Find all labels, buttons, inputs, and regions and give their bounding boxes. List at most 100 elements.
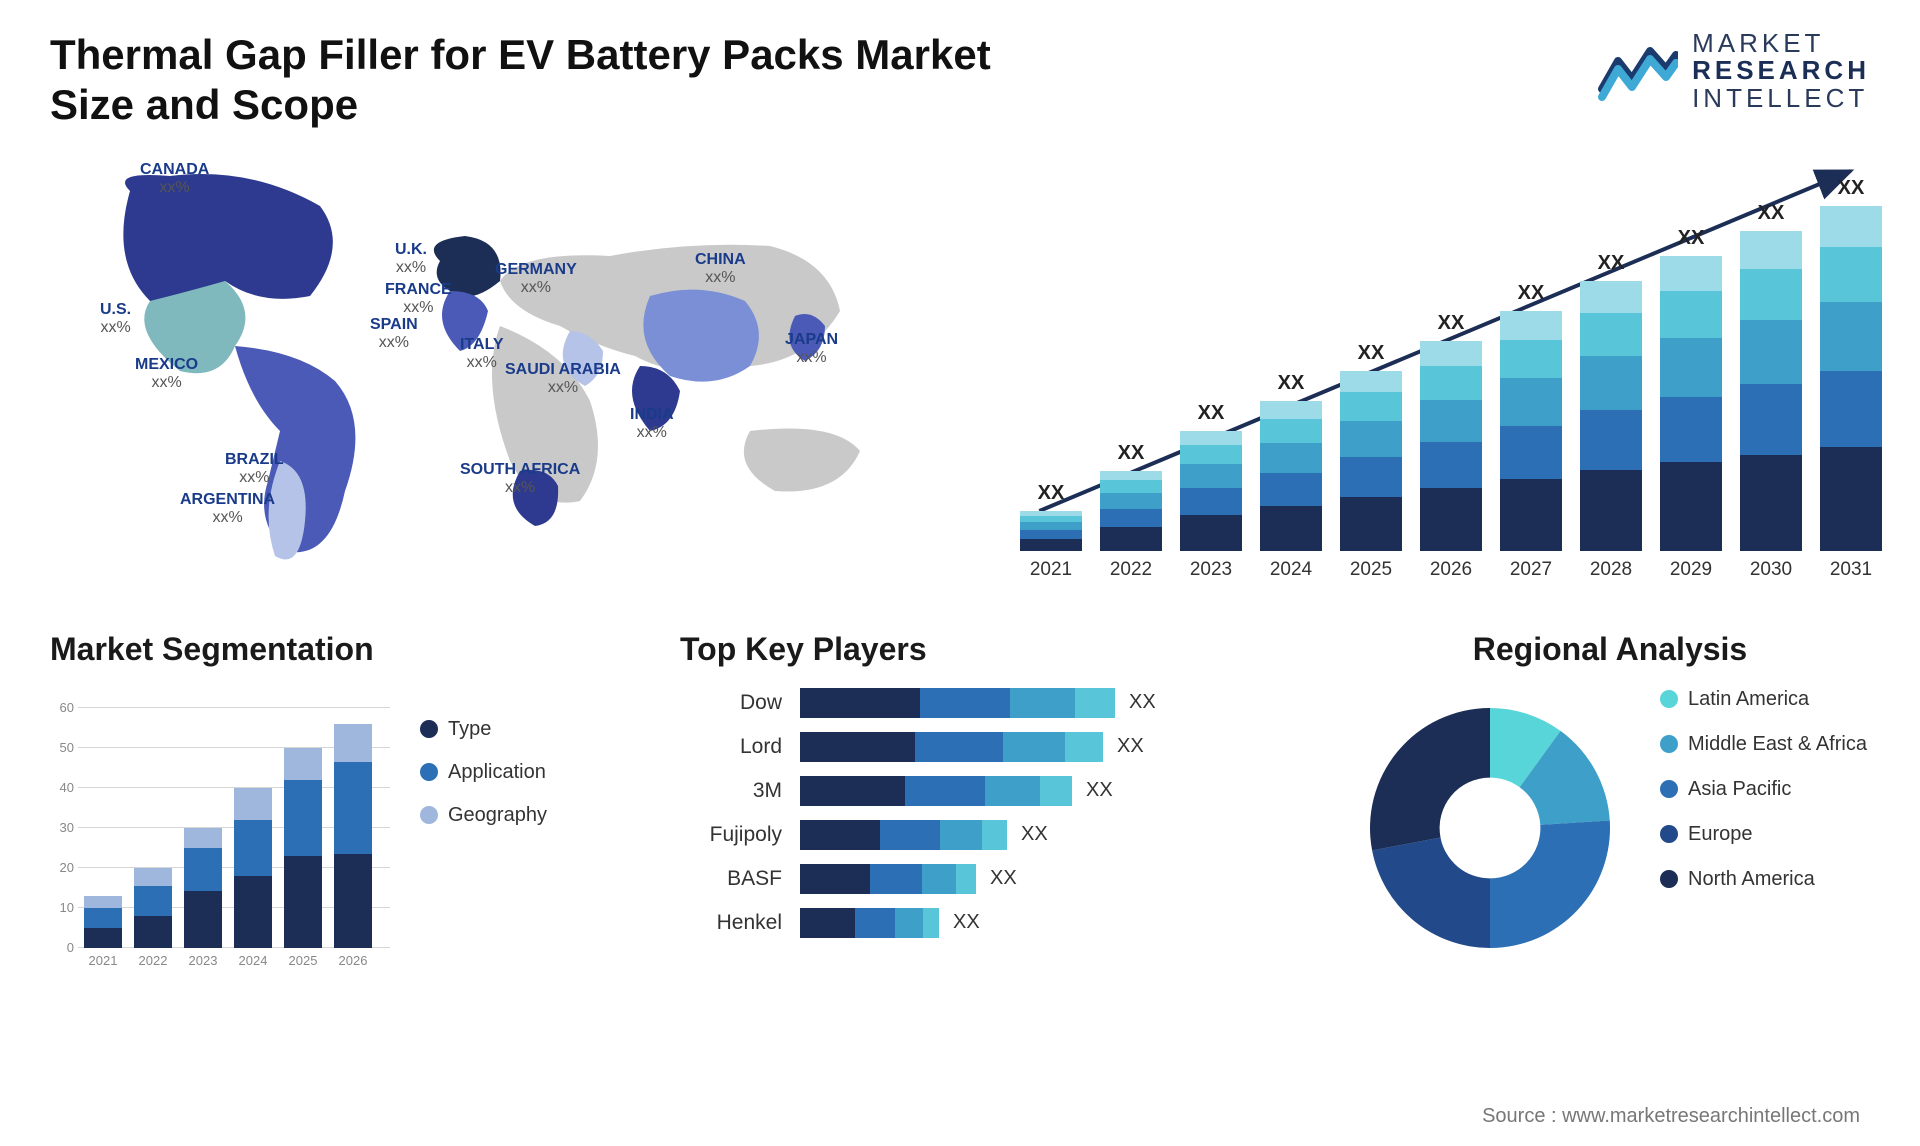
country-label-spain: SPAINxx% [370, 316, 418, 353]
seg-bar [84, 896, 122, 948]
regional-legend-item: Europe [1660, 823, 1867, 846]
main-bar [1580, 281, 1642, 551]
legend-dot-icon [1660, 870, 1678, 888]
seg-bar [334, 724, 372, 948]
main-bar [1180, 431, 1242, 551]
donut-slice [1490, 820, 1610, 948]
country-label-south-africa: SOUTH AFRICAxx% [460, 461, 580, 498]
main-bar-value-label: XX [1020, 482, 1082, 505]
country-label-brazil: BRAZILxx% [225, 451, 284, 488]
donut-slice [1370, 708, 1490, 850]
seg-x-label: 2024 [234, 953, 272, 968]
logo-line-2: RESEARCH [1692, 57, 1870, 84]
main-bar-x-label: 2031 [1820, 559, 1882, 581]
key-player-value: XX [953, 911, 980, 934]
main-bar [1500, 311, 1562, 551]
seg-grid-line [78, 707, 390, 708]
logo-line-3: INTELLECT [1692, 85, 1870, 112]
regional-legend-label: Latin America [1688, 688, 1809, 711]
seg-y-label: 0 [50, 940, 74, 955]
key-player-row: DowXX [680, 688, 1300, 718]
main-bar-x-label: 2027 [1500, 559, 1562, 581]
country-label-argentina: ARGENTINAxx% [180, 491, 275, 528]
legend-dot-icon [420, 720, 438, 738]
seg-y-label: 40 [50, 780, 74, 795]
country-label-france: FRANCExx% [385, 281, 452, 318]
regional-legend-item: Latin America [1660, 688, 1867, 711]
legend-dot-icon [420, 806, 438, 824]
regional-legend-item: North America [1660, 868, 1867, 891]
regional-legend-item: Middle East & Africa [1660, 733, 1867, 756]
seg-legend-item: Geography [420, 804, 547, 827]
page-title: Thermal Gap Filler for EV Battery Packs … [50, 30, 1000, 131]
segmentation-legend: Type Application Geography [420, 718, 547, 968]
seg-bar [234, 788, 272, 948]
key-player-bar [800, 688, 1115, 718]
legend-dot-icon [1660, 690, 1678, 708]
main-bar-value-label: XX [1420, 312, 1482, 335]
segmentation-chart: 0102030405060202120222023202420252026 [50, 688, 390, 968]
logo-line-1: MARKET [1692, 30, 1870, 57]
country-label-canada: CANADAxx% [140, 161, 209, 198]
country-label-u-k-: U.K.xx% [395, 241, 427, 278]
country-label-japan: JAPANxx% [785, 331, 838, 368]
key-player-row: 3MXX [680, 776, 1300, 806]
key-players-chart: DowXXLordXX3MXXFujipolyXXBASFXXHenkelXX [680, 688, 1300, 938]
main-bar [1100, 471, 1162, 551]
seg-y-label: 20 [50, 860, 74, 875]
regional-legend-label: Middle East & Africa [1688, 733, 1867, 756]
seg-legend-label: Geography [448, 804, 547, 827]
main-bar-value-label: XX [1100, 442, 1162, 465]
regional-legend: Latin America Middle East & Africa Asia Pa… [1660, 688, 1867, 891]
seg-bar [284, 748, 322, 948]
key-player-name: Lord [680, 735, 800, 759]
main-bar-value-label: XX [1500, 282, 1562, 305]
main-bar-x-label: 2024 [1260, 559, 1322, 581]
key-player-row: FujipolyXX [680, 820, 1300, 850]
key-player-bar [800, 820, 1007, 850]
key-player-name: BASF [680, 867, 800, 891]
main-bar-x-label: 2030 [1740, 559, 1802, 581]
key-player-name: 3M [680, 779, 800, 803]
key-player-value: XX [1021, 823, 1048, 846]
key-player-name: Henkel [680, 911, 800, 935]
main-bar-value-label: XX [1740, 202, 1802, 225]
main-bar-x-label: 2026 [1420, 559, 1482, 581]
seg-y-label: 50 [50, 740, 74, 755]
regional-donut-chart [1350, 688, 1630, 968]
seg-y-label: 10 [50, 900, 74, 915]
key-player-name: Dow [680, 691, 800, 715]
seg-legend-label: Type [448, 718, 491, 741]
seg-y-label: 60 [50, 700, 74, 715]
main-bar-chart: XXXXXXXXXXXXXXXXXXXXXX 20212022202320242… [1020, 151, 1870, 581]
key-player-bar [800, 864, 976, 894]
source-attribution: Source : www.marketresearchintellect.com [1482, 1105, 1860, 1128]
key-player-row: LordXX [680, 732, 1300, 762]
main-bar-value-label: XX [1340, 342, 1402, 365]
key-player-row: BASF XX [680, 864, 1300, 894]
seg-legend-item: Application [420, 761, 547, 784]
main-bar [1260, 401, 1322, 551]
key-players-title: Top Key Players [680, 631, 1300, 668]
main-bar [1020, 511, 1082, 551]
logo-mark-icon [1598, 39, 1678, 103]
legend-dot-icon [1660, 735, 1678, 753]
seg-y-label: 30 [50, 820, 74, 835]
key-player-bar [800, 908, 939, 938]
main-bar [1660, 256, 1722, 551]
key-player-bar [800, 732, 1103, 762]
country-label-germany: GERMANYxx% [495, 261, 577, 298]
regional-legend-item: Asia Pacific [1660, 778, 1867, 801]
regional-panel: Regional Analysis Latin America Middle Ea… [1350, 631, 1870, 968]
key-player-value: XX [990, 867, 1017, 890]
country-label-china: CHINAxx% [695, 251, 746, 288]
segmentation-title: Market Segmentation [50, 631, 630, 668]
seg-bar [184, 828, 222, 948]
main-bar-x-label: 2029 [1660, 559, 1722, 581]
legend-dot-icon [1660, 825, 1678, 843]
regional-title: Regional Analysis [1350, 631, 1870, 668]
main-bar [1420, 341, 1482, 551]
main-bar-x-label: 2022 [1100, 559, 1162, 581]
seg-x-label: 2025 [284, 953, 322, 968]
main-bar-value-label: XX [1580, 252, 1642, 275]
